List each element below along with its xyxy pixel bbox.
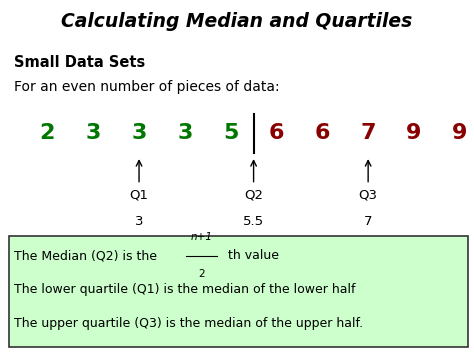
Text: 6: 6 [315,123,330,143]
Text: Q1: Q1 [129,188,148,201]
Text: 3: 3 [85,123,101,143]
FancyBboxPatch shape [9,236,468,347]
Text: 6: 6 [269,123,284,143]
Text: 2: 2 [198,269,205,279]
Text: 3: 3 [131,123,147,143]
Text: 3: 3 [135,215,143,228]
Text: Small Data Sets: Small Data Sets [14,55,146,70]
Text: Q2: Q2 [244,188,263,201]
Text: 9: 9 [406,123,422,143]
Text: 5.5: 5.5 [243,215,264,228]
Text: Q3: Q3 [359,188,378,201]
Text: 2: 2 [40,123,55,143]
Text: 3: 3 [177,123,192,143]
Text: 7: 7 [364,215,373,228]
Text: 5: 5 [223,123,238,143]
Text: For an even number of pieces of data:: For an even number of pieces of data: [14,80,280,94]
Text: The upper quartile (Q3) is the median of the upper half.: The upper quartile (Q3) is the median of… [14,317,364,329]
Text: Calculating Median and Quartiles: Calculating Median and Quartiles [61,12,413,32]
Text: n+1: n+1 [191,232,212,242]
Text: The lower quartile (Q1) is the median of the lower half: The lower quartile (Q1) is the median of… [14,283,356,296]
Text: The Median (Q2) is the: The Median (Q2) is the [14,249,161,262]
Text: 7: 7 [360,123,376,143]
Text: th value: th value [224,249,279,262]
Text: 9: 9 [452,123,467,143]
